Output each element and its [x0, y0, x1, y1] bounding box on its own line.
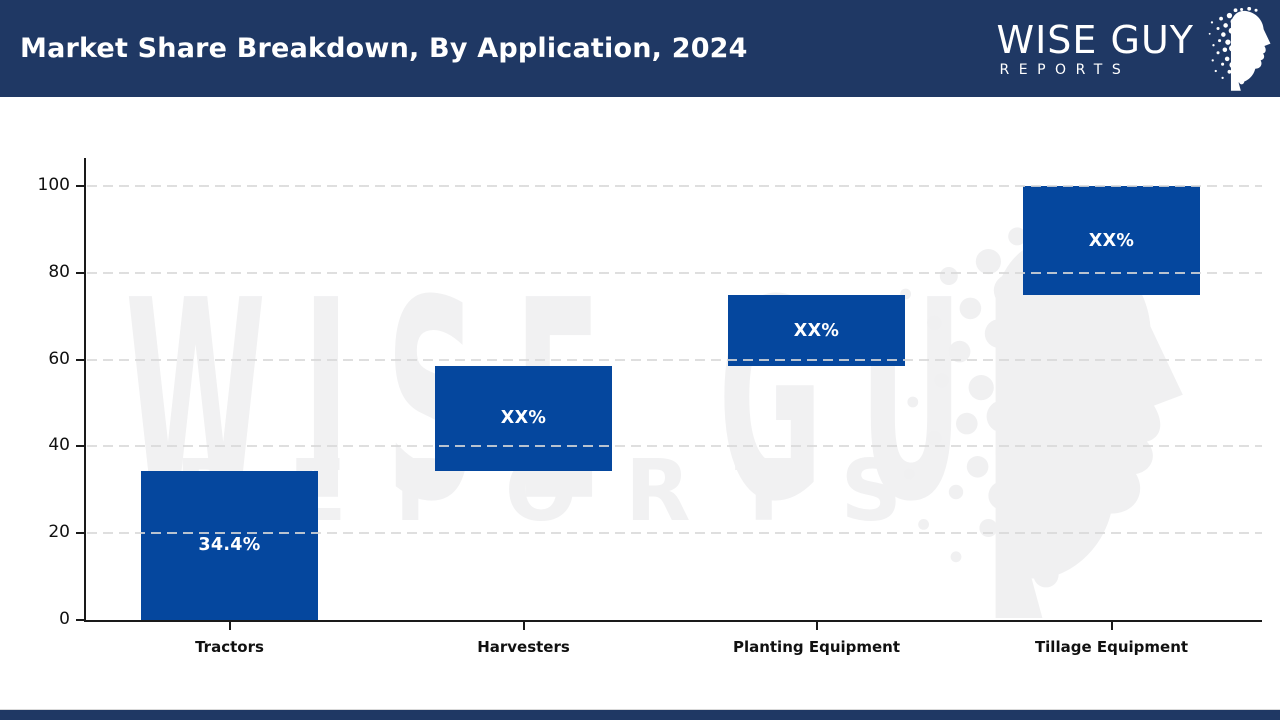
y-axis-line	[84, 158, 86, 622]
bar-value-label: XX%	[500, 408, 547, 429]
logo-line1: WISE GUY	[996, 17, 1194, 62]
y-tick-mark	[76, 271, 84, 274]
y-tick-mark	[76, 619, 84, 621]
y-tick-label: 40	[48, 435, 70, 456]
gridline	[87, 358, 1262, 361]
y-tick-mark	[76, 185, 84, 187]
bar: 34.4%	[141, 470, 318, 620]
x-axis-line	[84, 620, 1262, 622]
brand-wordmark: WISE GUY REPORTS	[997, 21, 1194, 77]
x-tick-label: Tractors	[195, 638, 264, 656]
bar: XX%	[435, 366, 612, 471]
face-dots-icon	[1208, 6, 1271, 91]
logo-line2: REPORTS	[999, 61, 1131, 78]
y-tick-label: 0	[59, 609, 70, 629]
gridline	[87, 185, 1262, 187]
page-title: Market Share Breakdown, By Application, …	[20, 33, 748, 64]
y-tick-label: 60	[48, 348, 70, 369]
bar-value-label: 34.4%	[198, 535, 261, 556]
bar-value-label: XX%	[793, 320, 840, 341]
x-tick-mark	[522, 622, 525, 630]
footer-bar	[0, 709, 1280, 720]
brand-logo: WISE GUY REPORTS	[997, 6, 1272, 91]
y-tick-mark	[76, 532, 84, 535]
y-tick-label: 80	[48, 261, 70, 282]
y-tick-mark	[76, 358, 84, 361]
x-tick-label: Harvesters	[477, 638, 570, 656]
y-tick-label: 20	[48, 522, 70, 543]
x-tick-mark	[815, 622, 818, 630]
x-tick-mark	[1110, 622, 1113, 630]
gridline	[87, 445, 1262, 448]
bar: XX%	[728, 295, 905, 367]
gridline	[87, 271, 1262, 274]
y-tick-mark	[76, 445, 84, 448]
x-tick-label: Planting Equipment	[732, 638, 901, 656]
gridline	[87, 532, 1262, 535]
chart-header: Market Share Breakdown, By Application, …	[0, 0, 1280, 97]
y-tick-label: 100	[37, 175, 70, 195]
x-tick-mark	[228, 622, 231, 630]
bar: XX%	[1023, 186, 1200, 296]
x-tick-label: Tillage Equipment	[1034, 638, 1189, 656]
bar-value-label: XX%	[1088, 230, 1135, 251]
